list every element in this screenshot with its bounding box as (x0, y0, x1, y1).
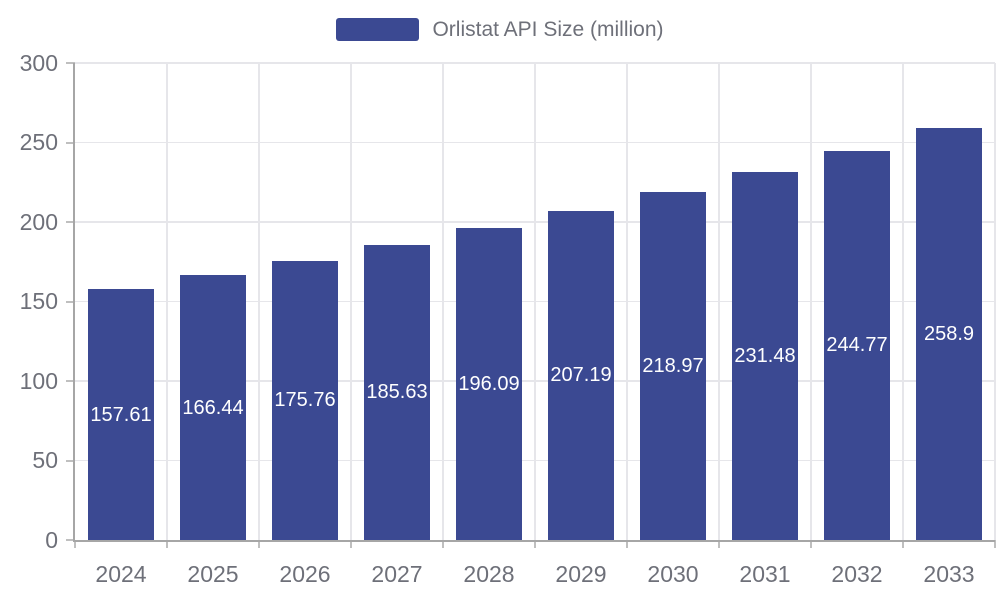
x-gridline (810, 63, 812, 540)
y-axis-label: 150 (19, 288, 58, 314)
y-axis-tick (66, 62, 75, 64)
x-gridline (626, 63, 628, 540)
x-gridline (350, 63, 352, 540)
bar-2024[interactable] (88, 289, 154, 540)
y-axis-tick (66, 141, 75, 144)
y-axis-label: 0 (45, 526, 58, 553)
y-axis-tick (66, 380, 75, 382)
bar-2030[interactable] (640, 191, 706, 540)
x-axis-label: 2026 (279, 561, 331, 587)
bar-value-label: 185.63 (366, 381, 428, 404)
y-axis-tick (66, 539, 75, 541)
y-axis-tick (66, 300, 75, 303)
x-axis-label: 2033 (923, 561, 975, 587)
bar-value-label: 175.76 (274, 389, 336, 412)
y-axis-label: 200 (19, 208, 58, 235)
x-gridline (258, 63, 260, 540)
x-axis-label: 2024 (95, 561, 147, 587)
x-axis-tick (166, 540, 168, 548)
x-gridline (994, 63, 996, 540)
x-axis-tick (258, 540, 260, 548)
bar-value-label: 218.97 (642, 354, 704, 377)
x-axis-tick (902, 540, 904, 548)
x-gridline (902, 63, 904, 540)
bar-value-label: 244.77 (826, 334, 888, 357)
bar-value-label: 166.44 (182, 396, 244, 419)
legend-swatch-icon (336, 18, 420, 41)
bar-value-label: 157.61 (90, 403, 152, 426)
x-axis-label: 2028 (463, 561, 515, 587)
bar-value-label: 231.48 (734, 344, 796, 367)
x-gridline (442, 63, 444, 540)
x-axis-tick (810, 540, 812, 548)
bar-2031[interactable] (732, 171, 798, 540)
x-gridline (166, 63, 168, 540)
bar-2029[interactable] (548, 210, 614, 540)
x-axis-tick (442, 540, 444, 548)
x-axis-tick (718, 540, 720, 548)
bar-2027[interactable] (364, 244, 430, 540)
x-axis-tick (534, 540, 536, 548)
y-axis-label: 250 (19, 129, 58, 155)
y-axis-label: 100 (19, 367, 58, 394)
x-axis-label: 2027 (371, 561, 423, 587)
x-axis-label: 2030 (647, 561, 699, 587)
x-axis-tick (626, 540, 628, 548)
bar-2026[interactable] (272, 260, 338, 540)
x-axis-label: 2029 (555, 561, 607, 587)
bar-2025[interactable] (180, 275, 246, 540)
x-axis-line (73, 540, 995, 542)
bar-2028[interactable] (456, 228, 522, 540)
y-axis-label: 50 (32, 447, 58, 473)
y-axis-tick (66, 459, 75, 462)
bar-value-label: 207.19 (550, 364, 612, 387)
x-gridline (718, 63, 720, 540)
legend-item[interactable]: Orlistat API Size (million) (0, 18, 1000, 41)
bar-2032[interactable] (824, 150, 890, 540)
x-gridline (534, 63, 536, 540)
x-axis-tick (994, 540, 996, 548)
x-axis-tick (74, 540, 76, 548)
x-axis-label: 2025 (187, 561, 239, 587)
bar-2033[interactable] (916, 128, 982, 540)
legend-label: Orlistat API Size (million) (432, 18, 664, 41)
x-axis-label: 2031 (739, 561, 791, 587)
x-axis-label: 2032 (831, 561, 883, 587)
bar-value-label: 196.09 (458, 373, 520, 396)
bar-value-label: 258.9 (923, 323, 975, 346)
y-axis-line (73, 63, 75, 542)
y-axis-tick (66, 221, 75, 223)
y-axis-label: 300 (19, 49, 58, 76)
x-axis-tick (350, 540, 352, 548)
